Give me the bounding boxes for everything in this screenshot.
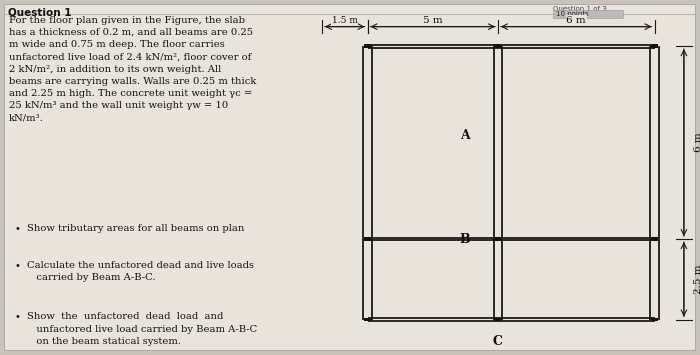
Text: B: B [459,233,470,246]
Text: For the floor plan given in the Figure, the slab
has a thickness of 0.2 m, and a: For the floor plan given in the Figure, … [9,16,256,122]
Text: 10 points: 10 points [556,11,589,17]
Bar [651,44,658,48]
Text: Show  the  unfactored  dead  load  and
   unfactored live load carried by Beam A: Show the unfactored dead load and unfact… [27,312,258,346]
Bar [364,237,371,241]
Text: Question 1 of 3: Question 1 of 3 [553,6,607,12]
Bar [494,44,501,48]
Text: 1.5 m: 1.5 m [332,16,358,25]
Text: C: C [493,335,503,349]
Bar [364,318,371,321]
Text: 6 m: 6 m [694,133,700,152]
Bar [651,318,658,321]
Text: •: • [15,224,20,234]
Bar [651,237,658,241]
Bar [553,10,623,18]
Text: Show tributary areas for all beams on plan: Show tributary areas for all beams on pl… [27,224,245,233]
Text: 2.5 m: 2.5 m [694,264,700,294]
Text: Question 1: Question 1 [8,8,72,18]
Bar [494,237,501,241]
Text: 6 m: 6 m [566,16,586,25]
Text: A: A [460,129,470,142]
Text: 5 m: 5 m [423,16,442,25]
Text: •: • [15,261,20,271]
Text: •: • [15,312,20,322]
Text: Calculate the unfactored dead and live loads
   carried by Beam A-B-C.: Calculate the unfactored dead and live l… [27,261,254,282]
Bar [364,44,371,48]
Bar [494,318,501,321]
